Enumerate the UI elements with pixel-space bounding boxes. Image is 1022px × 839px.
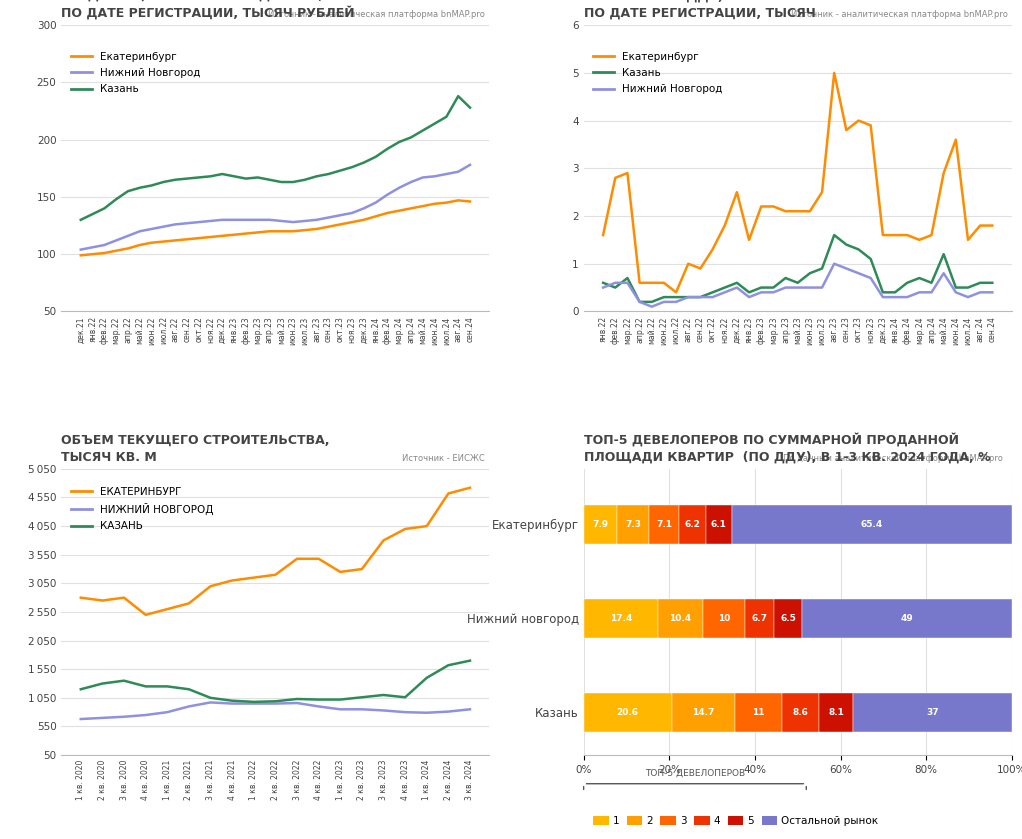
Text: ОБЪЕМ ТЕКУЩЕГО СТРОИТЕЛЬСТВА,
ТЫСЯЧ КВ. М: ОБЪЕМ ТЕКУЩЕГО СТРОИТЕЛЬСТВА, ТЫСЯЧ КВ. … xyxy=(61,434,330,463)
Text: 6.2: 6.2 xyxy=(685,520,700,529)
Bar xyxy=(658,599,703,638)
Bar xyxy=(649,505,679,544)
Text: 49: 49 xyxy=(900,614,914,623)
Text: 10: 10 xyxy=(717,614,731,623)
Bar xyxy=(853,693,1012,732)
Legend: Екатеринбург, Нижний Новгород, Казань: Екатеринбург, Нижний Новгород, Казань xyxy=(66,48,204,98)
Bar xyxy=(775,599,802,638)
Text: 8.6: 8.6 xyxy=(792,708,808,717)
Bar xyxy=(584,505,617,544)
Legend: 1, 2, 3, 4, 5, Остальной рынок: 1, 2, 3, 4, 5, Остальной рынок xyxy=(589,812,883,830)
Bar xyxy=(584,693,671,732)
Bar xyxy=(782,693,819,732)
Bar xyxy=(679,505,705,544)
Text: 17.4: 17.4 xyxy=(610,614,632,623)
Bar xyxy=(703,599,745,638)
Bar xyxy=(802,599,1012,638)
Text: 37: 37 xyxy=(926,708,939,717)
Text: 7.1: 7.1 xyxy=(656,520,671,529)
Bar xyxy=(705,505,732,544)
Text: 10.4: 10.4 xyxy=(669,614,692,623)
Text: 6.5: 6.5 xyxy=(780,614,796,623)
Bar xyxy=(819,693,853,732)
Text: 65.4: 65.4 xyxy=(861,520,883,529)
Bar xyxy=(745,599,774,638)
Legend: Екатеринбург, Казань, Нижний Новгород: Екатеринбург, Казань, Нижний Новгород xyxy=(589,48,727,98)
Text: 6.7: 6.7 xyxy=(752,614,768,623)
Text: 11: 11 xyxy=(752,708,764,717)
Text: КОЛИЧЕСТВО ДДУ,
ПО ДАТЕ РЕГИСТРАЦИИ, ТЫСЯЧ: КОЛИЧЕСТВО ДДУ, ПО ДАТЕ РЕГИСТРАЦИИ, ТЫС… xyxy=(584,0,816,20)
Text: СРЕДНЯЯ ЦЕНА 1 КВ. М В СДЕЛКАХ,
ПО ДАТЕ РЕГИСТРАЦИИ, ТЫСЯЧ РУБЛЕЙ: СРЕДНЯЯ ЦЕНА 1 КВ. М В СДЕЛКАХ, ПО ДАТЕ … xyxy=(61,0,355,20)
Bar xyxy=(671,693,735,732)
Bar xyxy=(617,505,649,544)
Text: 14.7: 14.7 xyxy=(692,708,714,717)
Text: ТОП-5 ДЕВЕЛОПЕРОВ ПО СУММАРНОЙ ПРОДАННОЙ
ПЛОЩАДИ КВАРТИР  (ПО ДДУ), В 1-3 КВ. 20: ТОП-5 ДЕВЕЛОПЕРОВ ПО СУММАРНОЙ ПРОДАННОЙ… xyxy=(584,433,990,463)
Text: 7.9: 7.9 xyxy=(593,520,609,529)
Legend: ЕКАТЕРИНБУРГ, НИЖНИЙ НОВГОРОД, КАЗАНЬ: ЕКАТЕРИНБУРГ, НИЖНИЙ НОВГОРОД, КАЗАНЬ xyxy=(66,482,218,535)
Bar xyxy=(732,505,1012,544)
Text: По данным аналитической платформы bnMAP.pro: По данным аналитической платформы bnMAP.… xyxy=(783,454,1004,463)
Text: Источник - ЕИСЖС: Источник - ЕИСЖС xyxy=(403,454,485,463)
Bar xyxy=(584,599,658,638)
Text: 20.6: 20.6 xyxy=(616,708,639,717)
Text: Источник - аналитическая платформа bnMAP.pro: Источник - аналитическая платформа bnMAP… xyxy=(269,10,485,19)
Bar xyxy=(735,693,782,732)
Text: ТОП-5 ДЕВЕЛОПЕРОВ: ТОП-5 ДЕВЕЛОПЕРОВ xyxy=(645,769,745,778)
Text: 7.3: 7.3 xyxy=(625,520,641,529)
Text: 6.1: 6.1 xyxy=(710,520,727,529)
Text: 8.1: 8.1 xyxy=(828,708,844,717)
Text: Источник - аналитическая платформа bnMAP.pro: Источник - аналитическая платформа bnMAP… xyxy=(791,10,1008,19)
